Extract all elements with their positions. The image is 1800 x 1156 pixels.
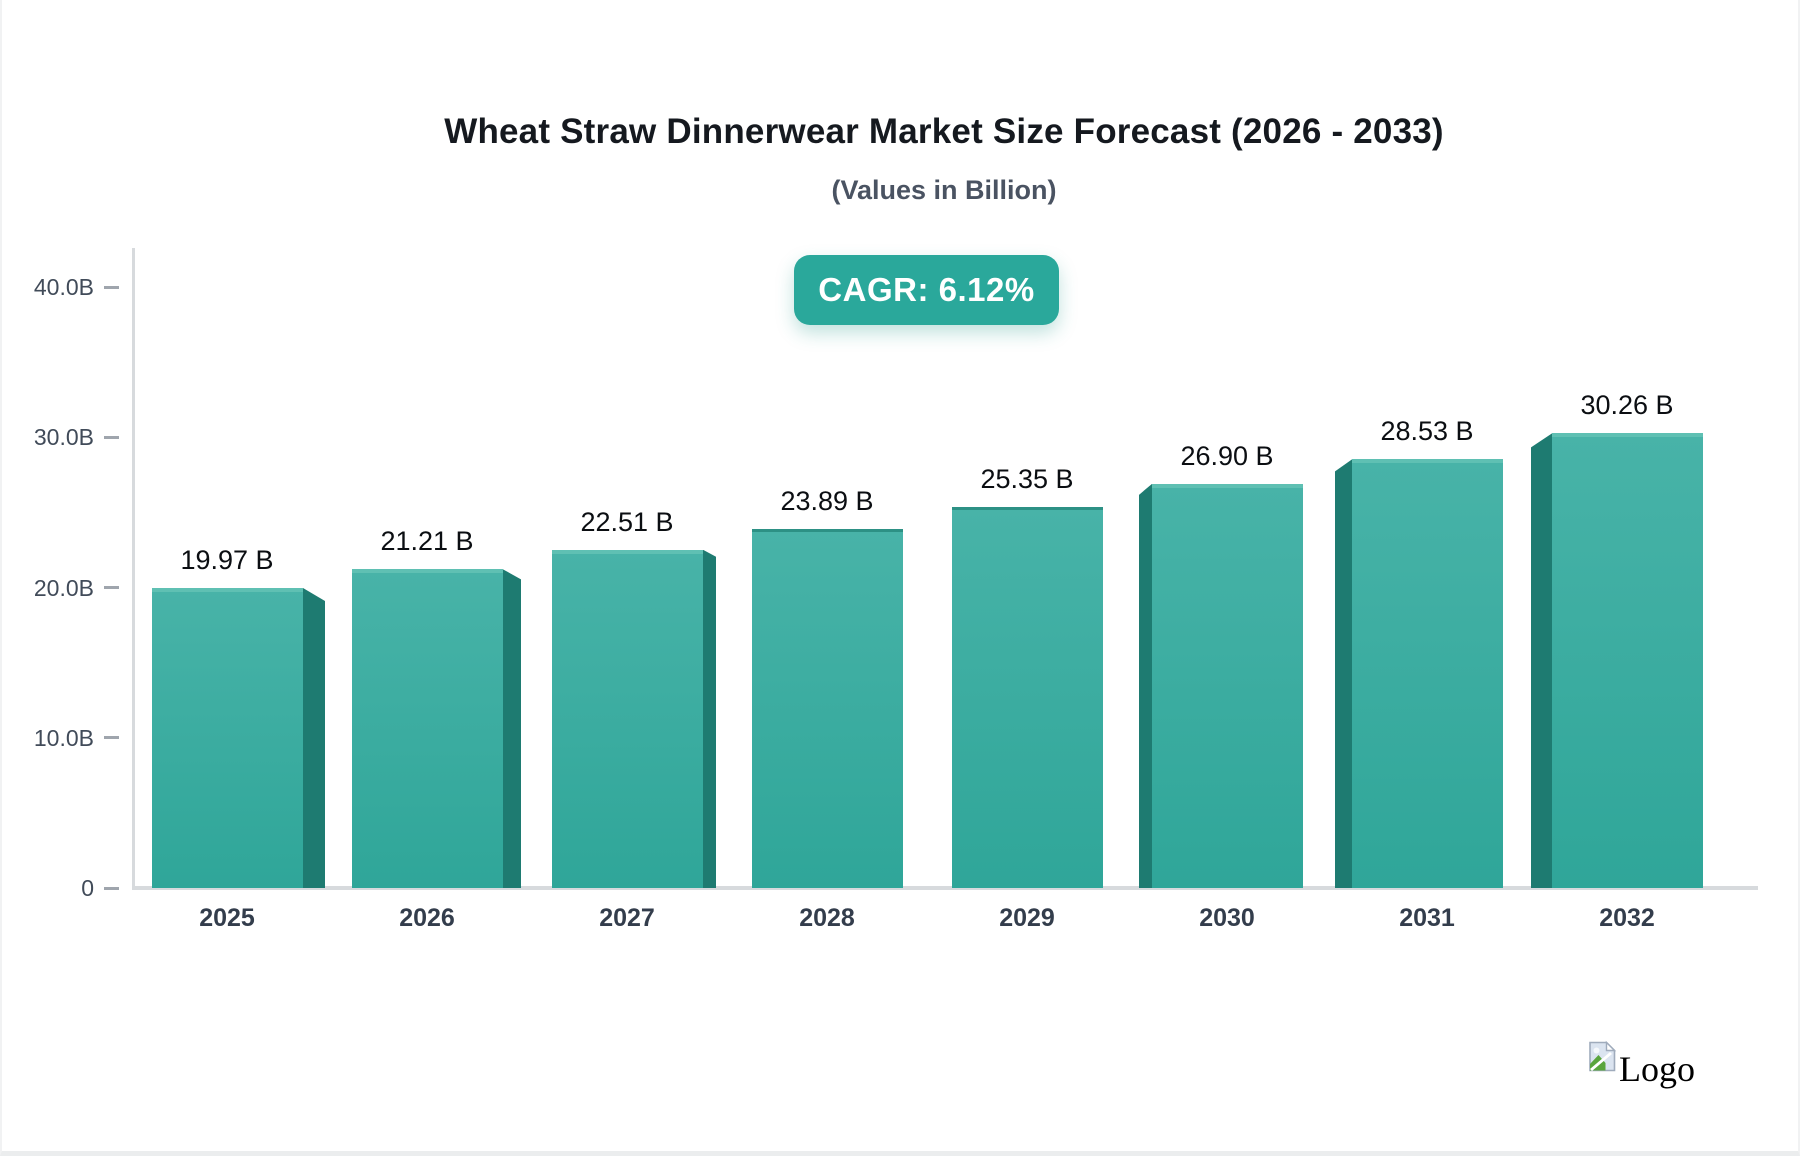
y-tick-mark xyxy=(104,736,119,740)
bar-2031[interactable] xyxy=(1352,459,1503,888)
bar-2032[interactable] xyxy=(1552,433,1703,888)
bar-side-panel xyxy=(1531,433,1552,888)
y-axis-line xyxy=(132,248,135,888)
bar-value-label: 23.89 B xyxy=(780,486,874,517)
x-tick-label-2030: 2030 xyxy=(1199,904,1255,932)
y-tick-label: 10.0B xyxy=(33,724,94,751)
bar-side-panel xyxy=(303,587,325,888)
bar-top-edge xyxy=(552,549,703,554)
x-tick-label-2032: 2032 xyxy=(1599,904,1655,932)
y-tick-mark xyxy=(104,435,119,439)
bar-value-label: 26.90 B xyxy=(1180,440,1274,471)
chart-title: Wheat Straw Dinnerwear Market Size Forec… xyxy=(444,112,1444,151)
bar-value-label: 21.21 B xyxy=(380,526,474,557)
bar-2027[interactable] xyxy=(552,549,703,888)
y-tick-label: 20.0B xyxy=(33,574,94,601)
logo: Logo xyxy=(1586,1040,1695,1087)
x-tick-label-2031: 2031 xyxy=(1399,904,1455,932)
cagr-badge: CAGR: 6.12% xyxy=(794,255,1059,325)
x-tick-label-2028: 2028 xyxy=(799,904,855,932)
bar-top-edge xyxy=(1352,459,1503,464)
y-tick-label: 40.0B xyxy=(33,274,94,300)
bar-value-label: 30.26 B xyxy=(1580,390,1674,421)
bar-side-panel xyxy=(503,569,521,888)
x-tick-label-2029: 2029 xyxy=(999,904,1055,932)
y-tick-label: 30.0B xyxy=(33,424,94,451)
x-tick-label-2027: 2027 xyxy=(599,904,655,932)
bar-top-edge xyxy=(152,587,303,592)
bar-side-panel xyxy=(703,549,716,888)
x-tick-label-2026: 2026 xyxy=(399,904,455,932)
bar-top-edge xyxy=(1552,433,1703,438)
bar-2026[interactable] xyxy=(352,569,503,888)
bar-top-edge xyxy=(352,569,503,574)
bar-2028[interactable] xyxy=(752,529,903,888)
bar-2029[interactable] xyxy=(952,507,1103,888)
bar-value-label: 25.35 B xyxy=(980,464,1074,495)
bar-2025[interactable] xyxy=(152,587,303,888)
y-tick-label: 0 xyxy=(81,875,94,901)
bar-side-panel xyxy=(1335,459,1352,888)
bar-top-edge xyxy=(752,529,903,533)
y-tick-mark xyxy=(104,586,119,589)
bar-value-label: 22.51 B xyxy=(580,506,674,537)
bar-2030[interactable] xyxy=(1152,483,1303,888)
bar-top-edge xyxy=(952,507,1103,511)
chart-subtitle: (Values in Billion) xyxy=(831,175,1057,205)
logo-text: Logo xyxy=(1619,1049,1695,1089)
bar-top-edge xyxy=(1152,483,1303,488)
x-tick-label-2025: 2025 xyxy=(199,904,255,932)
bar-value-label: 19.97 B xyxy=(180,544,274,575)
y-tick-mark xyxy=(104,886,119,890)
y-tick-mark xyxy=(104,285,119,289)
bar-side-panel xyxy=(1139,483,1152,888)
x-axis-line xyxy=(132,886,1758,890)
bar-value-label: 28.53 B xyxy=(1380,416,1474,447)
broken-image-icon xyxy=(1589,1040,1617,1072)
